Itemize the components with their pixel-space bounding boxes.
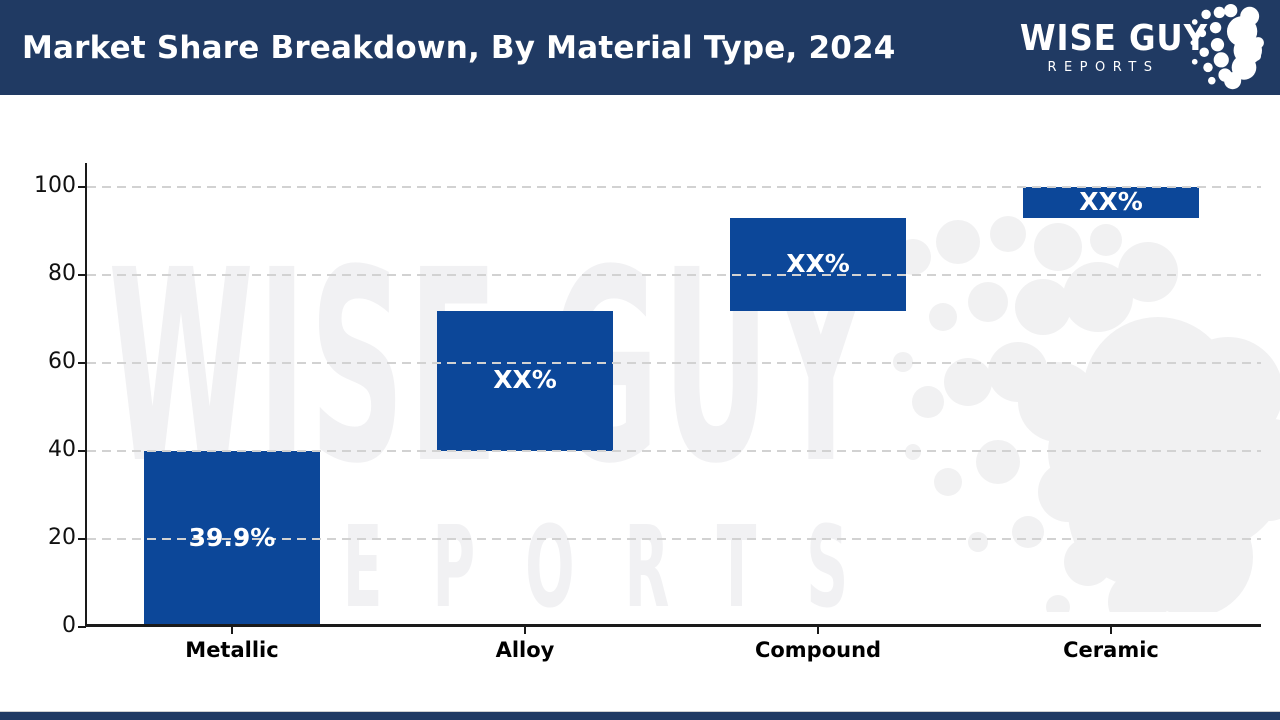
- x-label-alloy: Alloy: [495, 638, 555, 662]
- logo-subtext: REPORTS: [1047, 59, 1160, 75]
- logo-face-icon: [1190, 3, 1264, 90]
- watermark-text-2: REPORTS: [248, 503, 899, 633]
- gridline-80: [87, 274, 1261, 276]
- y-tick-label-0: 0: [62, 613, 76, 638]
- y-tick-label-100: 100: [34, 173, 76, 198]
- y-tick-20: [78, 538, 86, 540]
- x-label-metallic: Metallic: [185, 638, 279, 662]
- gridline-40: [87, 450, 1261, 452]
- logo-text: WISE GUY REPORTS: [999, 20, 1208, 75]
- y-tick-label-60: 60: [48, 349, 76, 374]
- x-tick-ceramic: [1110, 627, 1112, 634]
- gridline-100: [87, 186, 1261, 188]
- watermark-face: [893, 216, 1280, 612]
- bar-label-ceramic: XX%: [1079, 186, 1143, 216]
- page-title: Market Share Breakdown, By Material Type…: [22, 29, 896, 66]
- header-bar: Market Share Breakdown, By Material Type…: [0, 0, 1280, 95]
- bar-label-compound: XX%: [786, 248, 850, 278]
- y-tick-label-40: 40: [48, 437, 76, 462]
- x-axis-line: [85, 624, 1261, 627]
- x-tick-compound: [817, 627, 819, 634]
- bar-ceramic: [1023, 187, 1199, 219]
- y-tick-0: [78, 626, 86, 628]
- x-label-compound: Compound: [754, 638, 882, 662]
- bar-label-alloy: XX%: [493, 365, 557, 395]
- y-tick-60: [78, 362, 86, 364]
- x-tick-alloy: [524, 627, 526, 634]
- x-label-ceramic: Ceramic: [1063, 638, 1159, 662]
- y-tick-100: [78, 186, 86, 188]
- bar-compound: [730, 218, 906, 312]
- y-tick-80: [78, 274, 86, 276]
- bar-label-metallic: 39.9%: [188, 523, 276, 553]
- y-axis-line: [85, 163, 87, 627]
- brand-logo: WISE GUY REPORTS: [1020, 0, 1272, 95]
- logo-wordmark: WISE GUY: [1019, 18, 1208, 59]
- bar-alloy: [437, 311, 613, 452]
- footer-bar: [0, 711, 1280, 720]
- y-tick-40: [78, 450, 86, 452]
- gridline-20: [87, 538, 1261, 540]
- x-tick-metallic: [231, 627, 233, 634]
- y-tick-label-80: 80: [48, 261, 76, 286]
- y-tick-label-20: 20: [48, 525, 76, 550]
- gridline-60: [87, 362, 1261, 364]
